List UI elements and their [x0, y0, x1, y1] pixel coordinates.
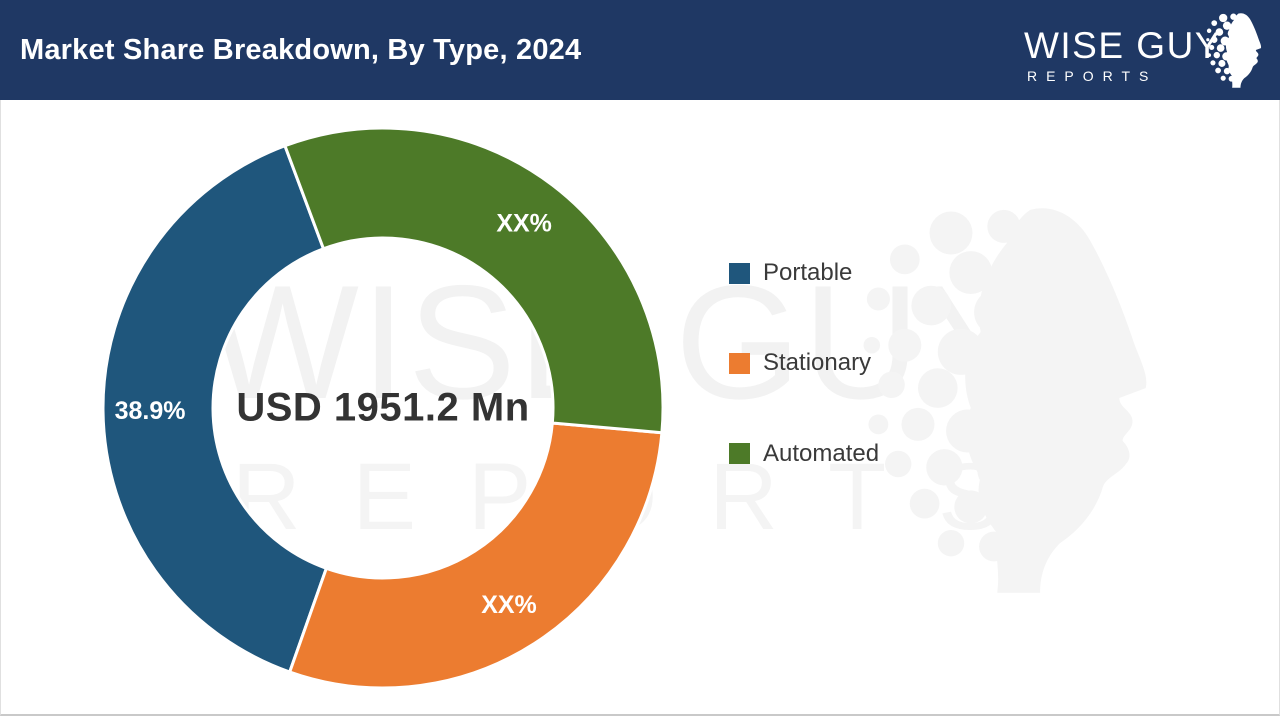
legend-swatch-stationary [729, 353, 750, 375]
slice-label-portable: 38.9% [115, 397, 186, 425]
wiseguy-logo-text: WISE GUY REPORTS [1024, 27, 1221, 84]
legend-item-portable: Portable [729, 259, 879, 286]
slice-label-automated: XX% [496, 210, 552, 238]
legend-label-automated: Automated [763, 439, 880, 467]
donut-slice-portable [101, 143, 329, 674]
donut-slice-automated [283, 126, 665, 435]
legend-swatch-portable [729, 262, 750, 284]
page-title: Market Share Breakdown, By Type, 2024 [20, 33, 582, 66]
logo-wiseguy-label: WISE GUY [1023, 25, 1221, 66]
logo-face-icon [1206, 13, 1262, 88]
legend-swatch-automated [729, 443, 750, 465]
header-bar: Market Share Breakdown, By Type, 2024 WI… [0, 0, 1280, 100]
legend-item-stationary: Stationary [729, 349, 879, 377]
legend-item-automated: Automated [729, 439, 880, 467]
donut-slice-stationary [287, 421, 664, 690]
donut-center-value: USD 1951.2 Mn [236, 385, 530, 430]
wiseguy-logo: WISE GUY REPORTS [1024, 5, 1268, 89]
legend-label-stationary: Stationary [763, 349, 872, 377]
slice-label-stationary: XX% [481, 591, 537, 619]
legend: Portable Stationary Automated [729, 259, 880, 531]
legend-label-portable: Portable [763, 259, 853, 286]
logo-reports-label: REPORTS [1026, 68, 1158, 84]
